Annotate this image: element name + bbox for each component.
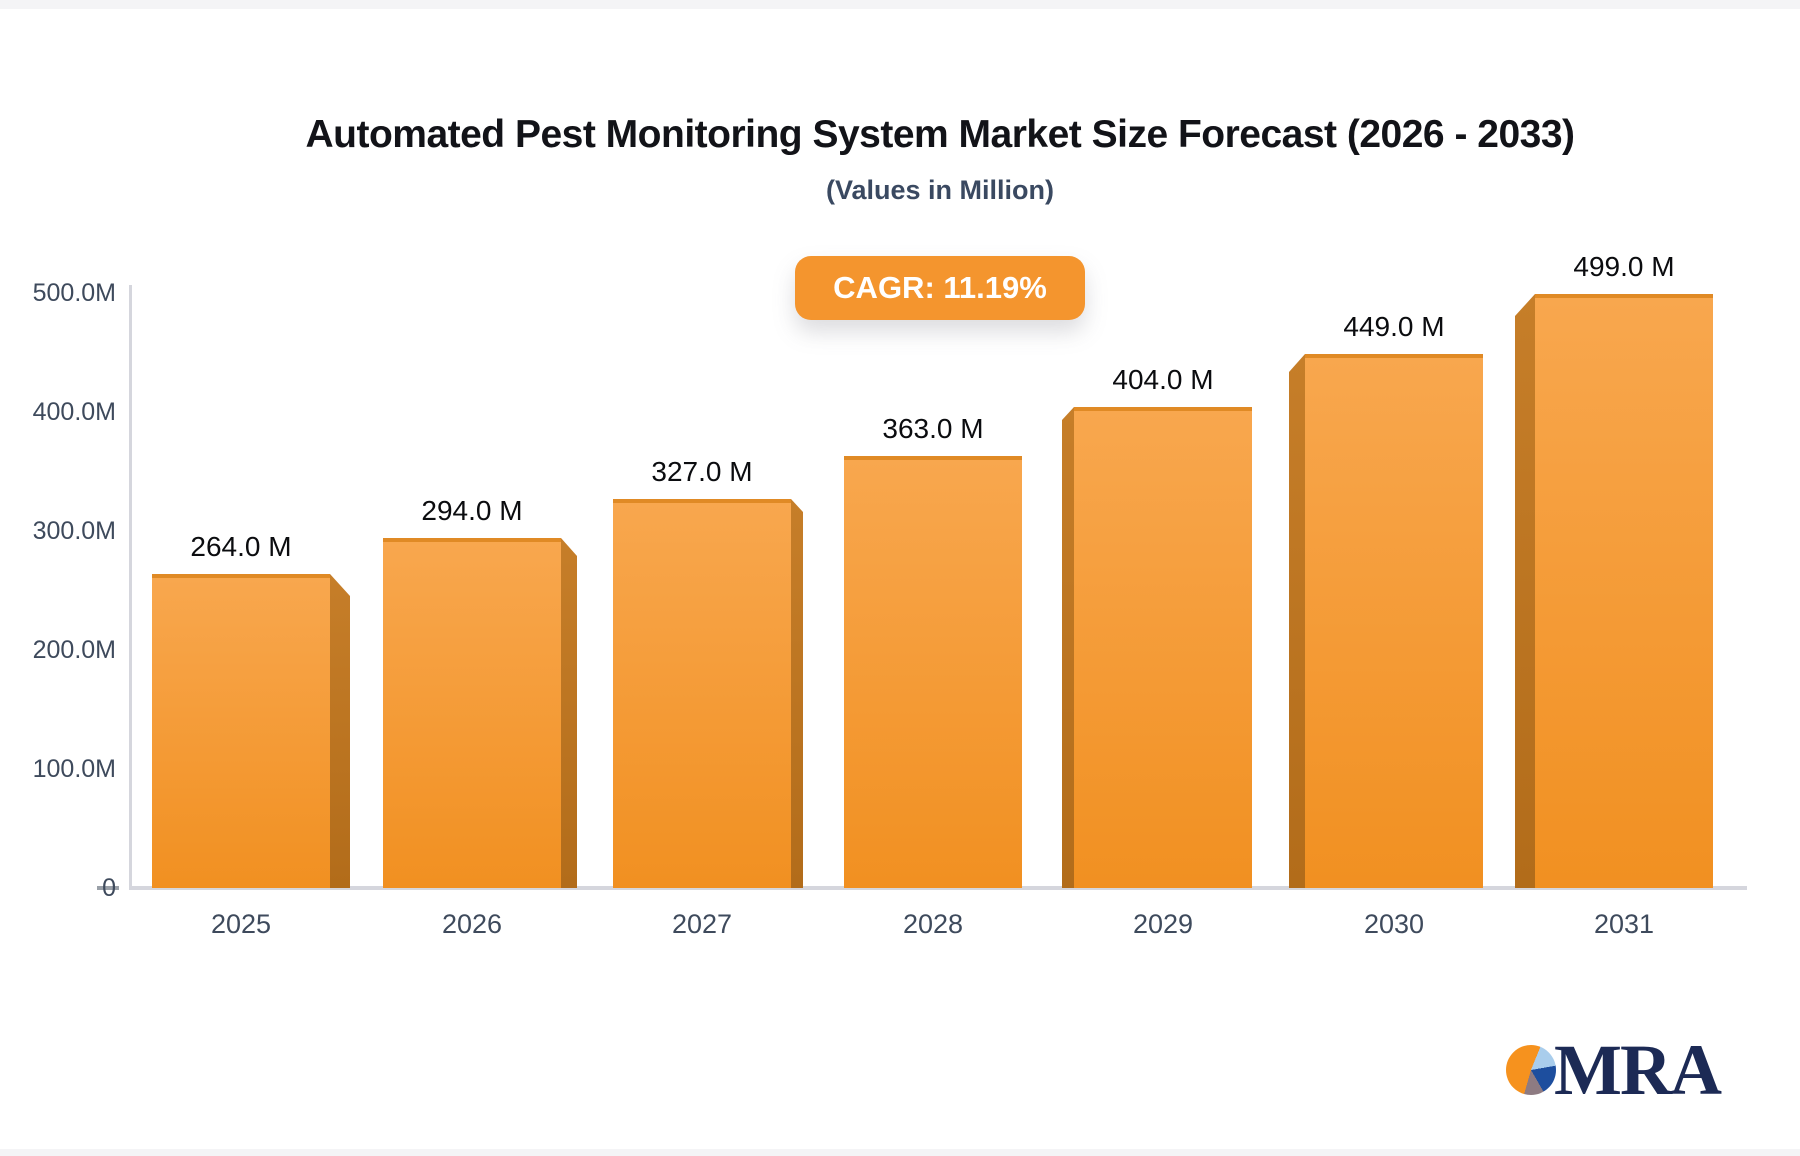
bar-2030 — [1305, 354, 1483, 888]
chart-subtitle: (Values in Million) — [825, 175, 1055, 205]
x-axis-line — [129, 886, 1747, 890]
y-tick-label: 500.0M — [32, 279, 116, 307]
bar-2031 — [1535, 294, 1713, 888]
y-axis-line — [129, 285, 132, 890]
bar-value-label: 404.0 M — [1112, 364, 1214, 395]
bar-value-label: 264.0 M — [190, 531, 292, 562]
badge-row: CAGR: 11.19% — [105, 256, 1775, 320]
y-tick-label: 200.0M — [32, 636, 116, 664]
y-tick-label: 300.0M — [32, 517, 116, 545]
x-tick-label: 2029 — [1132, 909, 1194, 939]
bar-2026 — [383, 538, 561, 888]
bar-side-2026 — [561, 538, 577, 888]
bar-side-2027 — [791, 499, 803, 888]
bar-side-2031 — [1515, 294, 1535, 888]
y-tick-label: 400.0M — [32, 398, 116, 426]
pie-logo-icon — [1506, 1045, 1556, 1095]
bar-value-label: 294.0 M — [421, 495, 523, 526]
x-tick-label: 2027 — [671, 909, 733, 939]
bar-side-2029 — [1062, 407, 1074, 888]
bar-2025 — [152, 574, 330, 888]
x-tick-label: 2030 — [1363, 909, 1425, 939]
bar-2029 — [1074, 407, 1252, 888]
mra-logo: MRA — [1506, 1031, 1766, 1121]
bar-2027 — [613, 499, 791, 888]
bar-2028 — [844, 456, 1022, 888]
y-tick-label: 100.0M — [32, 755, 116, 783]
cagr-badge: CAGR: 11.19% — [795, 256, 1085, 320]
x-tick-label: 2025 — [210, 909, 272, 939]
bar-side-2030 — [1289, 354, 1305, 888]
chart-title: Automated Pest Monitoring System Market … — [305, 113, 1575, 156]
chart-header: Automated Pest Monitoring System Market … — [105, 112, 1775, 320]
bar-value-label: 327.0 M — [651, 456, 753, 487]
bar-side-2025 — [330, 574, 350, 888]
bar-value-label: 499.0 M — [1573, 251, 1675, 282]
logo-text: MRA — [1554, 1030, 1722, 1110]
y-tick-label: 0 — [102, 874, 116, 902]
bar-value-label: 363.0 M — [882, 413, 984, 444]
bar-value-label: 449.0 M — [1343, 311, 1445, 342]
zero-tick-mark — [97, 886, 119, 890]
x-tick-label: 2031 — [1593, 909, 1655, 939]
x-tick-label: 2026 — [441, 909, 503, 939]
x-tick-label: 2028 — [902, 909, 964, 939]
